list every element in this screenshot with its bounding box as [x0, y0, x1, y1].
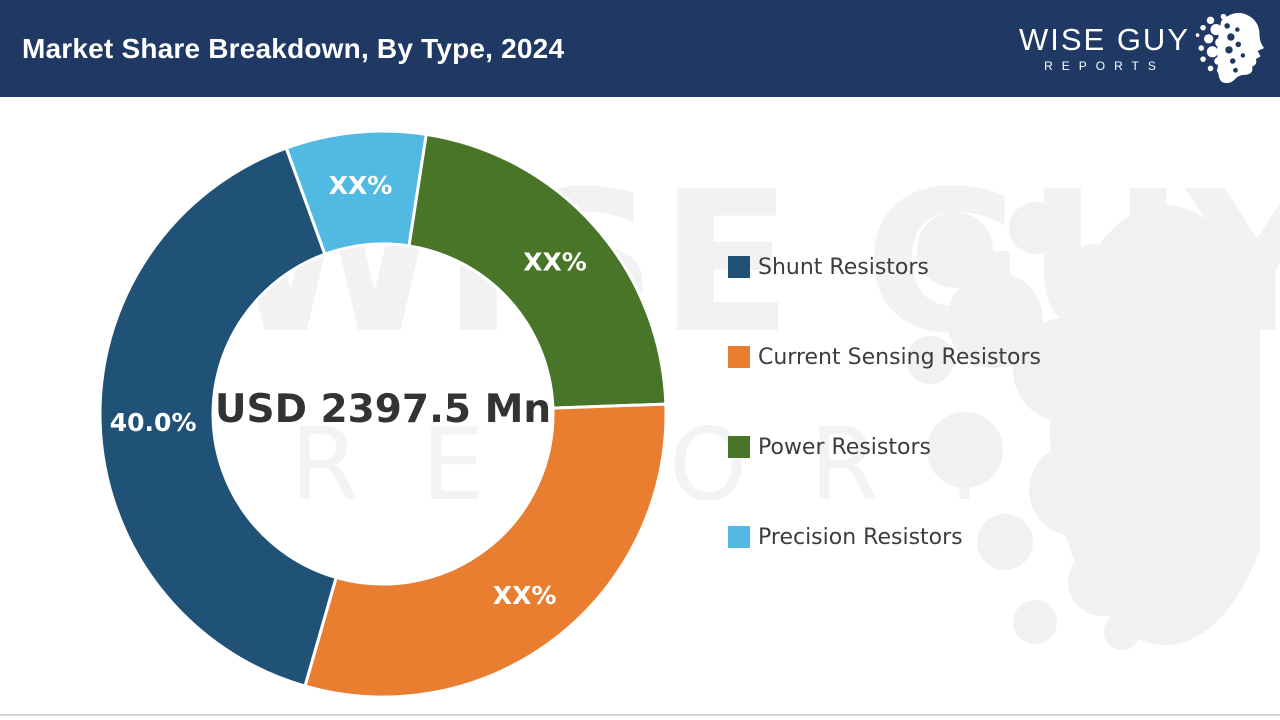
- legend-swatch-power-resistors: [728, 436, 750, 458]
- donut-segment-current-sensing-resistors: [303, 402, 668, 699]
- legend-swatch-current-sensing-resistors: [728, 346, 750, 368]
- watermark-head-icon: [906, 202, 1260, 650]
- donut-segment-power-resistors: [407, 132, 668, 410]
- chart-center-value: USD 2397.5 Mn: [215, 387, 551, 432]
- logo-text: WISE GUY REPORTS: [1019, 24, 1190, 73]
- legend-swatch-shunt-resistors: [728, 256, 750, 278]
- wise-guy-reports-logo: WISE GUY REPORTS: [1019, 7, 1280, 91]
- legend-label: Precision Resistors: [758, 524, 963, 550]
- donut-segment-shunt-resistors: [98, 146, 338, 688]
- segment-value-label-current-sensing-resistors: XX%: [493, 581, 557, 610]
- legend-item-precision-resistors: Precision Resistors: [728, 520, 1041, 554]
- header-bar: Market Share Breakdown, By Type, 2024 WI…: [0, 0, 1280, 97]
- legend-item-shunt-resistors: Shunt Resistors: [728, 250, 1041, 284]
- legend-item-power-resistors: Power Resistors: [728, 430, 1041, 464]
- legend-label: Current Sensing Resistors: [758, 344, 1042, 370]
- segment-value-label-power-resistors: XX%: [523, 247, 587, 276]
- segment-value-label-precision-resistors: XX%: [329, 171, 393, 200]
- legend-swatch-precision-resistors: [728, 526, 750, 548]
- logo-head-icon: [1195, 12, 1265, 83]
- logo-subtitle: REPORTS: [1044, 59, 1165, 73]
- chart-legend: Shunt Resistors Current Sensing Resistor…: [728, 250, 1041, 554]
- segment-value-label-shunt-resistors: 40.0%: [110, 408, 197, 437]
- logo-wordmark: WISE GUY: [1018, 22, 1190, 57]
- page-title: Market Share Breakdown, By Type, 2024: [22, 32, 565, 64]
- donut-chart: USD 2397.5 Mn XX% XX% XX% 40.0%: [98, 129, 668, 699]
- legend-label: Shunt Resistors: [758, 254, 929, 280]
- legend-item-current-sensing-resistors: Current Sensing Resistors: [728, 340, 1041, 374]
- bottom-border: [0, 714, 1280, 716]
- legend-label: Power Resistors: [758, 434, 931, 460]
